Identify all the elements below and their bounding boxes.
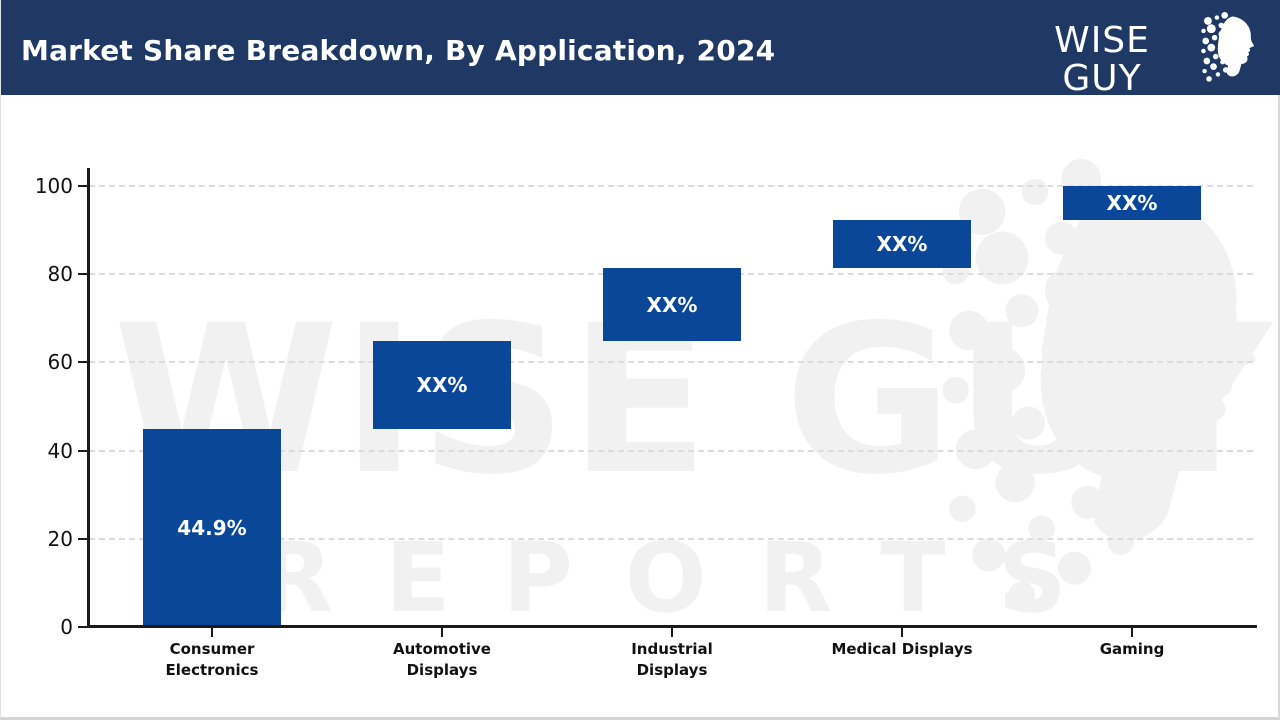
- brand-name: WISE GUY: [1054, 20, 1150, 99]
- x-tick-mark: [671, 628, 673, 637]
- bar-value-label: XX%: [876, 231, 928, 256]
- x-axis-line: [87, 625, 1257, 628]
- x-tick-mark: [441, 628, 443, 637]
- watermark-head-icon: [942, 159, 1257, 608]
- bar-segment: 44.9%: [143, 428, 281, 627]
- bar-value-label: XX%: [646, 292, 698, 317]
- y-tick-label: 0: [60, 615, 73, 639]
- y-tick-mark: [78, 449, 87, 452]
- x-axis-label: Gaming: [1099, 640, 1165, 658]
- grid-line: [89, 449, 1253, 452]
- y-tick-mark: [78, 361, 87, 364]
- bar-value-label: 44.9%: [177, 515, 247, 540]
- x-axis-label: Automotive Displays: [393, 640, 491, 679]
- x-axis-label: Medical Displays: [831, 640, 973, 658]
- x-tick-mark: [211, 628, 213, 637]
- y-tick-label: 20: [47, 526, 73, 551]
- y-tick-label: 80: [47, 262, 73, 287]
- page-title: Market Share Breakdown, By Application, …: [21, 34, 776, 67]
- y-tick-mark: [78, 537, 87, 540]
- y-axis-line: [87, 168, 90, 628]
- bar-value-label: XX%: [416, 373, 468, 398]
- y-tick-label: 60: [47, 350, 73, 375]
- bar-segment: XX%: [373, 341, 511, 429]
- x-axis-label: Consumer Electronics: [165, 640, 259, 679]
- y-tick-mark: [78, 185, 87, 187]
- bar-segment: XX%: [1063, 186, 1201, 220]
- y-tick-mark: [78, 626, 87, 628]
- y-tick-mark: [78, 273, 87, 276]
- x-tick-mark: [1131, 628, 1133, 637]
- bar-segment: XX%: [833, 219, 971, 269]
- y-tick-label: 40: [47, 438, 73, 463]
- header-bar: Market Share Breakdown, By Application, …: [1, 0, 1280, 116]
- bar-value-label: XX%: [1106, 190, 1158, 215]
- watermark-text-line2: REPORTS: [259, 522, 1119, 634]
- grid-line: [89, 185, 1253, 187]
- brand-subtitle: REPORTS: [1041, 100, 1169, 116]
- y-tick-label: 100: [34, 174, 73, 198]
- bar-segment: XX%: [603, 268, 741, 342]
- x-tick-mark: [901, 628, 903, 637]
- x-axis-label: Industrial Displays: [631, 640, 713, 679]
- grid-line: [89, 361, 1253, 364]
- brand-head-icon: [1201, 12, 1255, 82]
- grid-line: [89, 537, 1253, 540]
- brand-logo: WISE GUY REPORTS: [1013, 8, 1263, 116]
- brand-logo-text: WISE GUY REPORTS: [1013, 20, 1191, 117]
